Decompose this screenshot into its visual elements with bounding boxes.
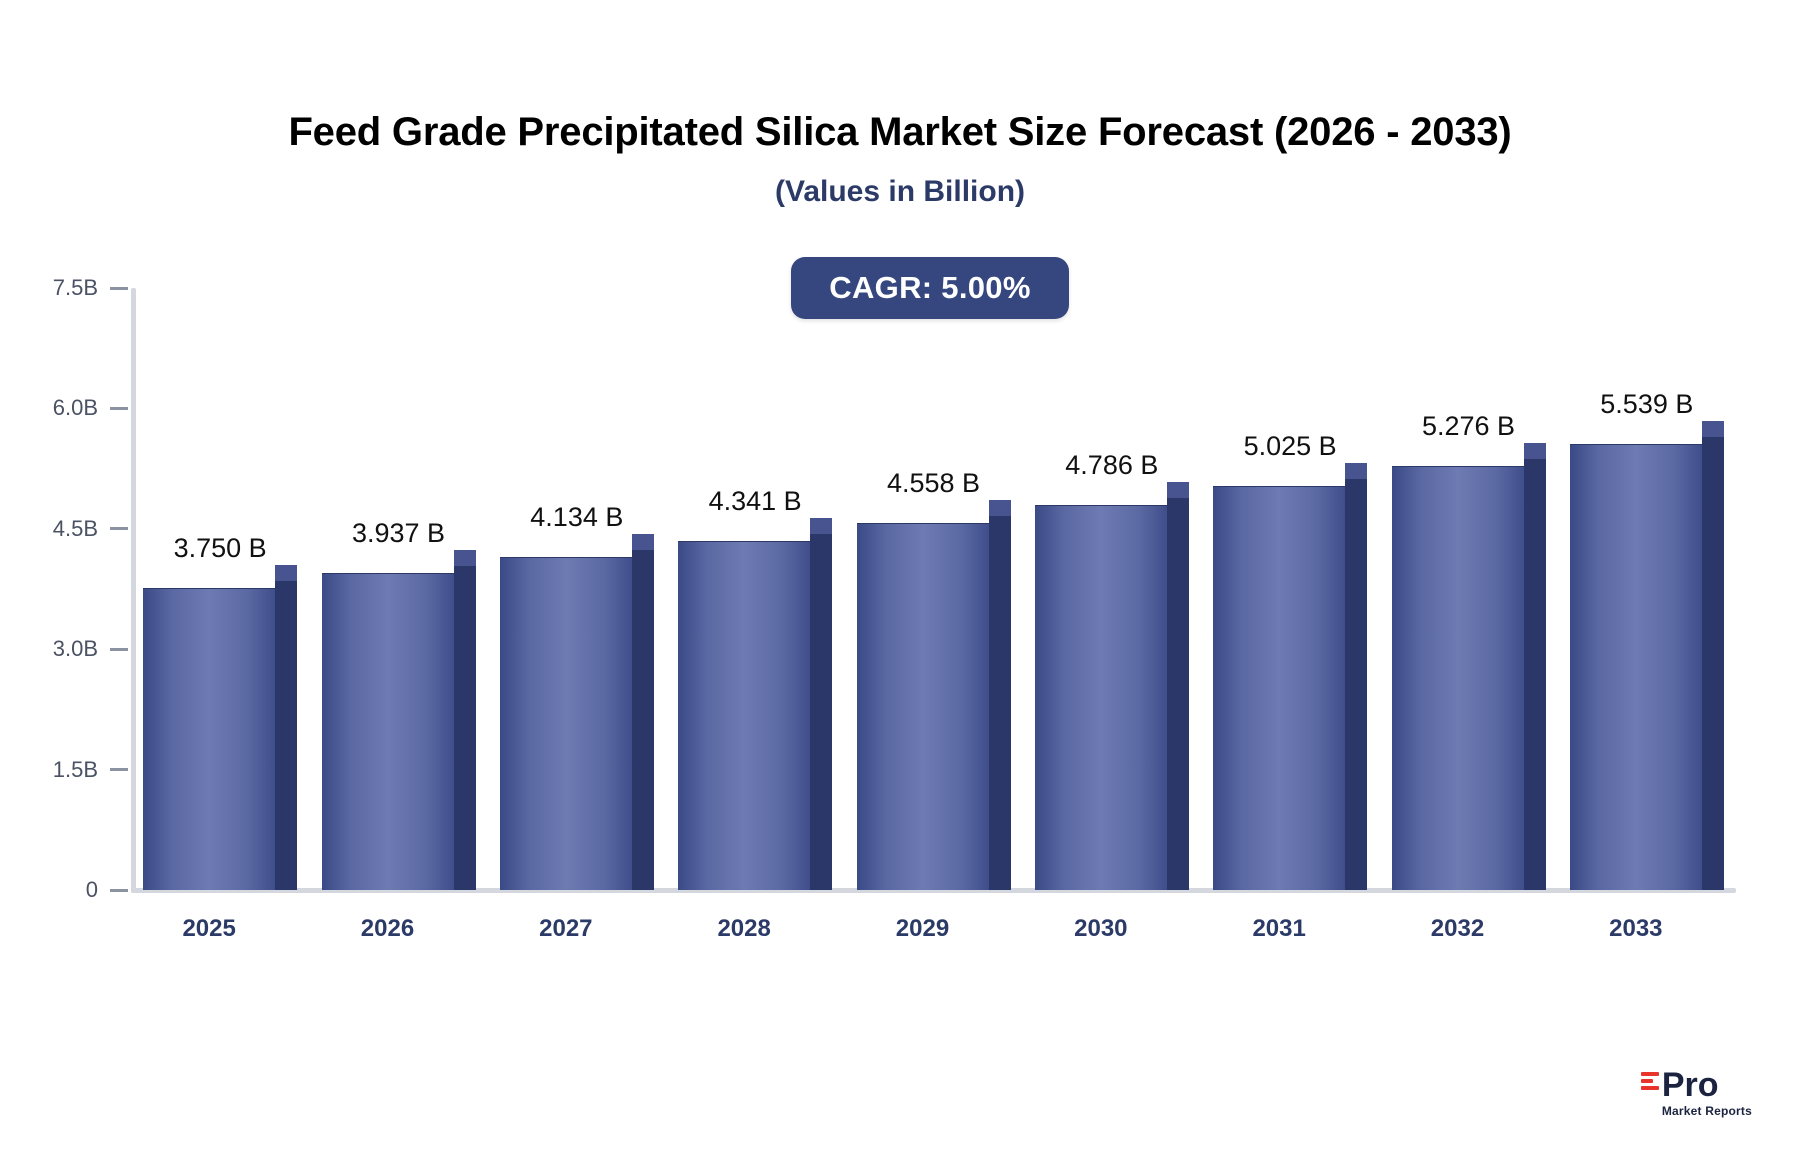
x-axis-label: 2025	[182, 915, 236, 942]
y-axis-tick-dash	[110, 647, 128, 651]
bar	[1034, 481, 1189, 890]
bar-front-face	[1569, 444, 1702, 890]
y-axis-tick: 7.5B	[0, 275, 128, 301]
y-axis-tick-label: 7.5B	[52, 275, 98, 300]
y-axis-tick-dash	[110, 286, 128, 290]
x-axis-label: 2026	[360, 915, 415, 942]
bar-value-label: 5.539 B	[1600, 389, 1694, 420]
bar-top-face	[1345, 462, 1368, 479]
bar-top-face	[631, 534, 654, 551]
bar-top-face	[275, 565, 298, 581]
y-axis-tick-dash	[110, 888, 128, 892]
bar-side-face	[1166, 497, 1189, 890]
bar-value-label: 3.937 B	[351, 517, 446, 548]
bar-side-face	[1523, 458, 1546, 890]
x-axis-label: 2029	[895, 915, 950, 942]
bar-side-face	[1701, 437, 1724, 890]
logo: Pro Market Reports	[1640, 1065, 1752, 1118]
bar-top-face	[453, 550, 476, 566]
bar-front-face	[1213, 485, 1346, 890]
y-axis-tick-dash	[110, 527, 128, 531]
bar-value-label: 3.750 B	[173, 533, 267, 563]
chart-header: Feed Grade Precipitated Silica Market Si…	[0, 0, 1800, 209]
bar-value-label: 4.558 B	[886, 468, 981, 499]
y-axis-tick: 4.5B	[0, 516, 128, 542]
bar-value-label: 5.025 B	[1243, 430, 1337, 461]
bar-side-face	[810, 533, 833, 890]
y-axis-line	[131, 288, 136, 893]
y-axis-tick: 3.0B	[0, 636, 128, 662]
bar-front-face	[678, 540, 811, 890]
bar-top-face	[810, 517, 833, 534]
bar-top-face	[1523, 442, 1546, 459]
y-axis-tick-label: 6.0B	[52, 395, 98, 421]
bar-top-face	[988, 500, 1011, 517]
bar	[856, 500, 1011, 890]
bar-front-face	[856, 523, 989, 890]
bar	[678, 517, 833, 890]
bar	[499, 534, 654, 890]
bar-top-face	[1701, 421, 1724, 438]
x-axis-label: 2028	[717, 915, 771, 942]
x-axis-label: 2031	[1252, 915, 1306, 942]
bar-side-face	[631, 550, 654, 890]
bar-front-face	[1391, 465, 1524, 890]
bar-value-label: 4.341 B	[708, 485, 802, 516]
bar-top-face	[1166, 481, 1189, 498]
bar-front-face	[143, 588, 276, 890]
bar-front-face	[321, 573, 454, 890]
bar	[1391, 442, 1546, 890]
x-axis-label: 2030	[1074, 915, 1128, 942]
y-axis-tick-label: 1.5B	[52, 756, 98, 782]
bar	[1569, 421, 1724, 890]
x-axis-line	[131, 888, 1736, 893]
y-axis-tick-dash	[110, 768, 128, 772]
y-axis-tick-label: 4.5B	[52, 515, 98, 541]
bars-layer	[131, 288, 1736, 890]
y-axis-tick-label: 0	[85, 877, 98, 902]
bar	[321, 550, 476, 890]
bar-side-face	[1345, 478, 1368, 890]
x-axis-label: 2033	[1609, 915, 1663, 942]
y-axis-tick-dash	[110, 407, 128, 411]
bar-side-face	[988, 516, 1011, 890]
bar-side-face	[453, 566, 476, 890]
x-axis-label: 2027	[539, 915, 593, 942]
bar	[143, 565, 298, 890]
logo-name: Pro	[1661, 1065, 1719, 1104]
y-axis-tick: 6.0B	[0, 395, 128, 421]
logo-text: Pro Market Reports	[1661, 1065, 1752, 1118]
bar-value-label: 5.276 B	[1421, 410, 1516, 441]
logo-bars-icon	[1640, 1069, 1659, 1093]
chart-title: Feed Grade Precipitated Silica Market Si…	[288, 110, 1512, 154]
bar-front-face	[499, 557, 632, 890]
bar-value-label: 4.134 B	[530, 502, 624, 533]
logo-tagline: Market Reports	[1661, 1104, 1752, 1118]
y-axis-tick-label: 3.0B	[52, 636, 98, 662]
y-axis-tick: 0	[0, 877, 128, 903]
bar	[1213, 462, 1368, 890]
chart-subtitle: (Values in Billion)	[774, 175, 1026, 208]
bar-side-face	[275, 581, 298, 890]
bar-front-face	[1034, 504, 1167, 890]
cagr-badge: CAGR: 5.00%	[791, 257, 1069, 319]
y-axis-tick: 1.5B	[0, 757, 128, 783]
bar-value-label: 4.786 B	[1065, 449, 1159, 480]
x-axis-label: 2032	[1430, 915, 1485, 942]
